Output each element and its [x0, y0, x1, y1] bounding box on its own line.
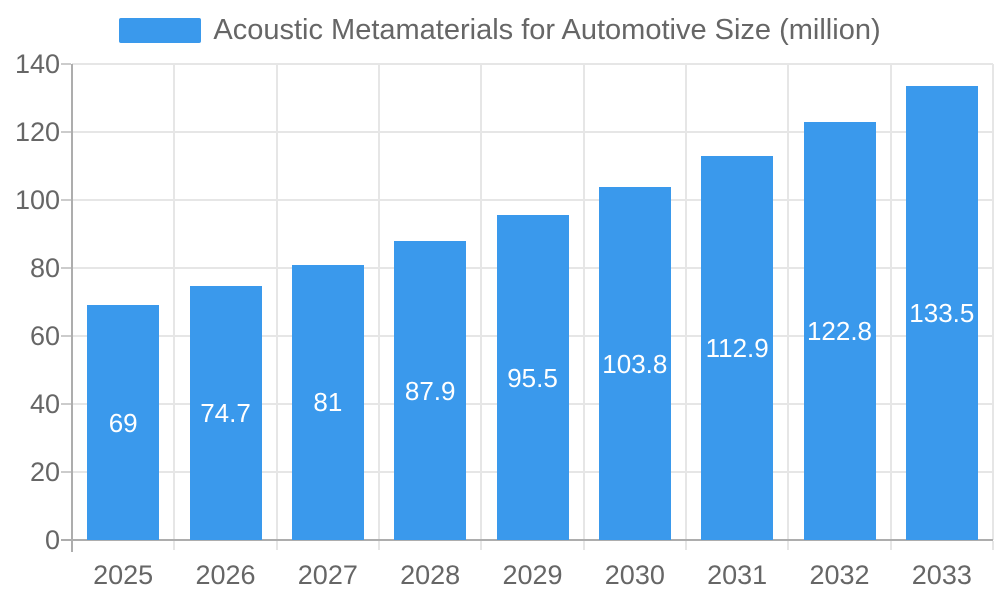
y-tick-mark: [61, 267, 71, 269]
bar-2029: [496, 215, 569, 540]
x-gridline: [480, 64, 483, 540]
y-tick-mark: [61, 335, 71, 337]
x-tick-label: 2031: [707, 560, 768, 590]
legend[interactable]: Acoustic Metamaterials for Automotive Si…: [0, 14, 1000, 47]
y-tick-mark: [61, 471, 71, 473]
x-tick-label: 2028: [400, 560, 461, 590]
bar-2028: [394, 241, 467, 540]
legend-series-label[interactable]: Acoustic Metamaterials for Automotive Si…: [213, 14, 881, 46]
x-tick-mark: [275, 541, 278, 550]
bar-2033: [905, 86, 978, 540]
y-gridline: [72, 131, 993, 133]
x-axis-line: [61, 539, 993, 541]
y-tick-label: 140: [14, 49, 60, 79]
x-tick-label: 2025: [93, 560, 154, 590]
x-gridline: [889, 64, 892, 540]
bar-2025: [87, 305, 160, 540]
x-tick-mark: [480, 541, 483, 550]
bar-2027: [291, 264, 364, 540]
x-tick-label: 2030: [604, 560, 665, 590]
y-tick-label: 20: [29, 457, 60, 487]
y-gridline: [72, 199, 993, 201]
x-tick-label: 2032: [809, 560, 870, 590]
x-tick-mark: [889, 541, 892, 550]
y-tick-label: 60: [29, 321, 60, 351]
x-tick-label: 2026: [195, 560, 256, 590]
y-tick-mark: [61, 131, 71, 133]
bar-2031: [701, 156, 774, 540]
x-gridline: [685, 64, 687, 540]
x-tick-label: 2029: [502, 560, 563, 590]
x-tick-mark: [685, 541, 687, 550]
x-tick-mark: [787, 541, 790, 550]
x-tick-label: 2033: [911, 560, 972, 590]
y-tick-label: 0: [44, 525, 60, 555]
x-tick-mark: [582, 541, 585, 550]
bar-2030: [598, 187, 671, 540]
y-tick-mark: [61, 199, 71, 201]
x-gridline: [992, 64, 994, 540]
bar-2032: [803, 122, 876, 540]
x-gridline: [378, 64, 380, 540]
y-tick-label: 40: [29, 389, 60, 419]
x-tick-mark: [173, 541, 176, 550]
x-gridline: [275, 64, 278, 540]
x-tick-mark: [378, 541, 380, 550]
x-gridline: [173, 64, 176, 540]
y-tick-mark: [61, 403, 71, 405]
y-tick-mark: [61, 63, 71, 65]
x-tick-label: 2027: [297, 560, 358, 590]
legend-swatch[interactable]: [119, 18, 202, 43]
x-gridline: [787, 64, 790, 540]
y-gridline: [72, 63, 993, 65]
y-axis-line: [71, 64, 73, 552]
y-tick-label: 100: [14, 185, 60, 215]
x-gridline: [582, 64, 585, 540]
y-tick-label: 120: [14, 117, 60, 147]
x-tick-mark: [992, 541, 994, 550]
y-tick-label: 80: [29, 253, 60, 283]
bar-2026: [189, 286, 262, 540]
